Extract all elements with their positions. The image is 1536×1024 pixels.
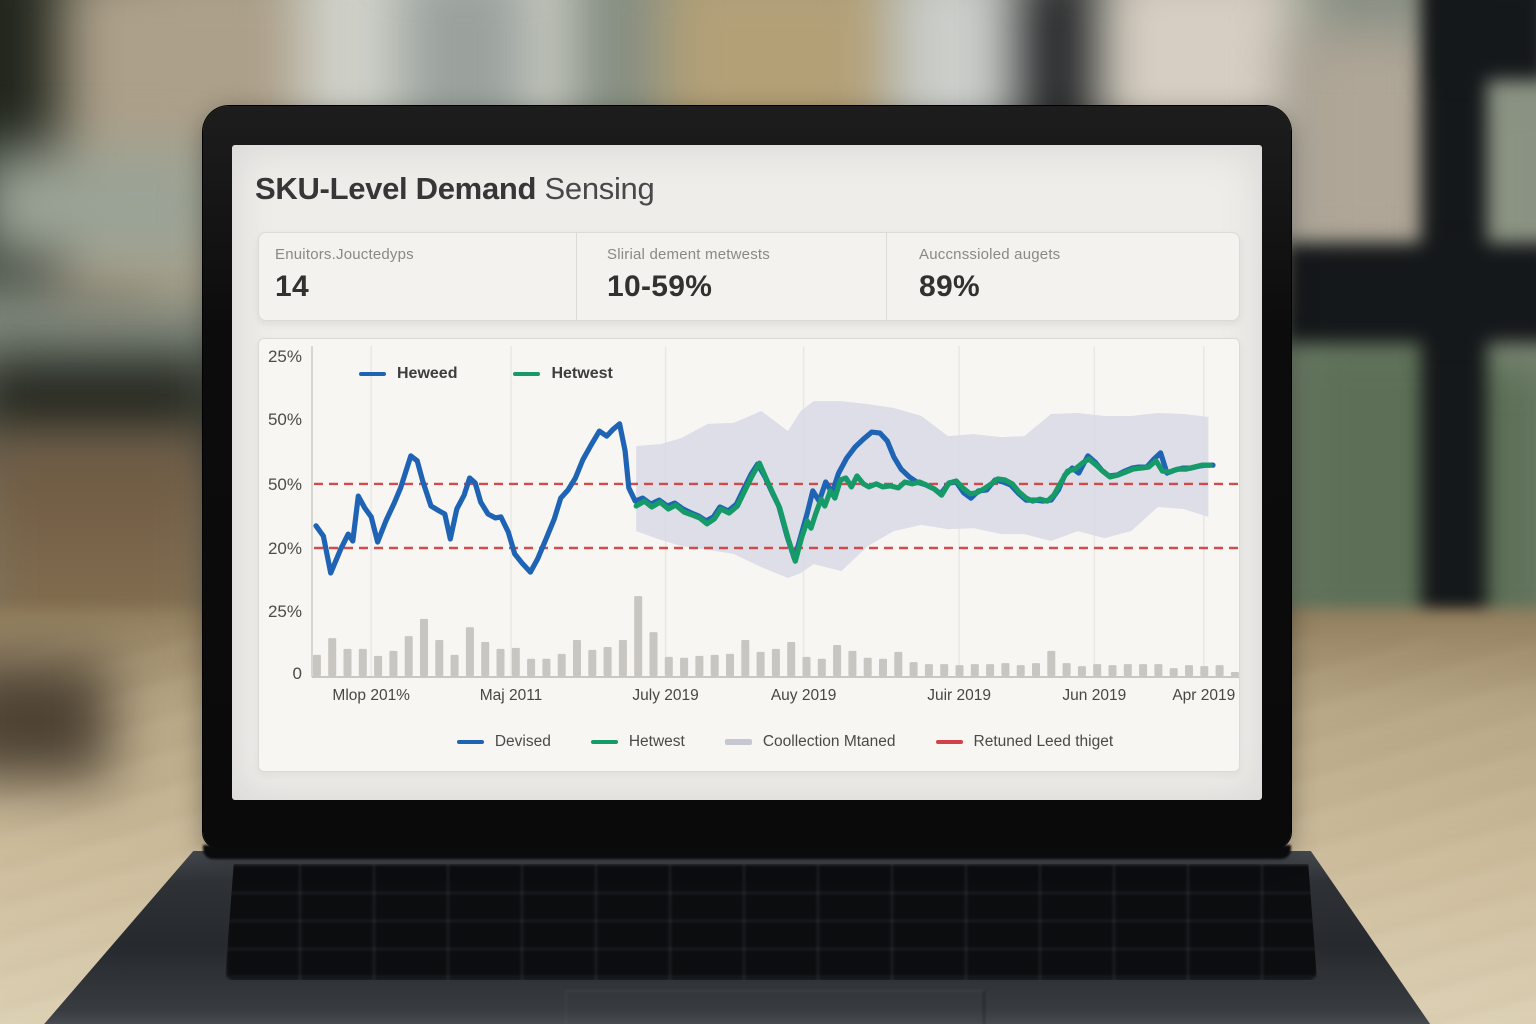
kpi-card-1: Enuitors.Jouctedyps 14 <box>259 233 576 320</box>
line-swatch-green <box>513 372 541 376</box>
svg-text:Juir 2019: Juir 2019 <box>927 687 991 704</box>
legend-item-hetwest[interactable]: Hetwest <box>513 365 613 383</box>
legend-item-threshold[interactable]: Retuned Leed thiget <box>935 733 1114 751</box>
legend-label: Heweed <box>397 365 458 382</box>
laptop-trackpad[interactable] <box>565 990 985 1024</box>
svg-text:25%: 25% <box>268 347 302 366</box>
svg-text:25%: 25% <box>268 602 302 621</box>
svg-text:Jun 2019: Jun 2019 <box>1062 687 1126 704</box>
line-swatch-blue <box>456 740 484 744</box>
kpi-label: Slirial dement metwests <box>607 246 770 263</box>
kpi-card-2: Slirial dement metwests 10-59% <box>576 233 886 320</box>
kpi-value: 89% <box>919 270 980 303</box>
svg-text:50%: 50% <box>268 475 302 494</box>
kpi-label: Auccnssioled augets <box>919 246 1061 263</box>
window-mullion-corner <box>1438 0 1536 80</box>
laptop-keyboard[interactable] <box>225 864 1317 980</box>
chart-legend-top: Heweed Hetwest <box>359 365 613 383</box>
svg-text:Apr 2019: Apr 2019 <box>1172 687 1235 704</box>
svg-text:0: 0 <box>293 664 302 683</box>
line-swatch-blue <box>359 372 386 376</box>
legend-item-devised[interactable]: Devised <box>456 733 551 751</box>
demand-chart-card: 25% 50% 50% 20% 25% 0 Mlop 201% Maj 2011 July 20… <box>258 338 1240 772</box>
legend-label: Devised <box>494 733 551 750</box>
background-glass-green <box>1280 320 1536 650</box>
kpi-panel: Enuitors.Jouctedyps 14 Slirial dement me… <box>258 232 1240 321</box>
page-title-bold: SKU-Level Demand <box>255 171 537 206</box>
background-light-band-left <box>0 150 220 260</box>
legend-item-hetwest[interactable]: Hetwest <box>590 733 685 751</box>
svg-text:Maj 2011: Maj 2011 <box>480 687 543 704</box>
page-title-regular: Sensing <box>544 171 655 206</box>
svg-text:20%: 20% <box>268 539 302 558</box>
legend-item-heweed[interactable]: Heweed <box>359 365 457 383</box>
laptop-screen: SKU-Level Demand Sensing Enuitors.Joucte… <box>232 145 1262 800</box>
svg-text:July 2019: July 2019 <box>632 687 698 704</box>
chart-legend-bottom: Devised Hetwest Coollection Mtaned Retun… <box>259 733 1241 751</box>
legend-label: Coollection Mtaned <box>762 733 896 750</box>
laptop-hinge <box>203 845 1291 859</box>
svg-text:Mlop 201%: Mlop 201% <box>332 687 410 704</box>
legend-label: Retuned Leed thiget <box>973 733 1114 750</box>
svg-text:Auy 2019: Auy 2019 <box>771 687 837 704</box>
line-swatch-red <box>935 740 963 744</box>
kpi-card-3: Auccnssioled augets 89% <box>886 233 1239 320</box>
legend-label: Hetwest <box>628 733 685 750</box>
legend-label: Hetwest <box>551 365 613 382</box>
svg-text:50%: 50% <box>268 410 302 429</box>
kpi-label: Enuitors.Jouctedyps <box>275 246 414 263</box>
legend-item-band[interactable]: Coollection Mtaned <box>724 733 896 751</box>
band-swatch-gray <box>724 739 752 745</box>
page-title: SKU-Level Demand Sensing <box>255 171 655 207</box>
window-mullion-horizontal <box>1285 243 1536 343</box>
kpi-value: 14 <box>275 270 309 303</box>
line-swatch-green <box>590 740 618 744</box>
demand-chart-svg: 25% 50% 50% 20% 25% 0 Mlop 201% Maj 2011 July 20… <box>268 346 1239 704</box>
kpi-value: 10-59% <box>607 270 713 303</box>
desk-dark-corner <box>0 660 110 780</box>
